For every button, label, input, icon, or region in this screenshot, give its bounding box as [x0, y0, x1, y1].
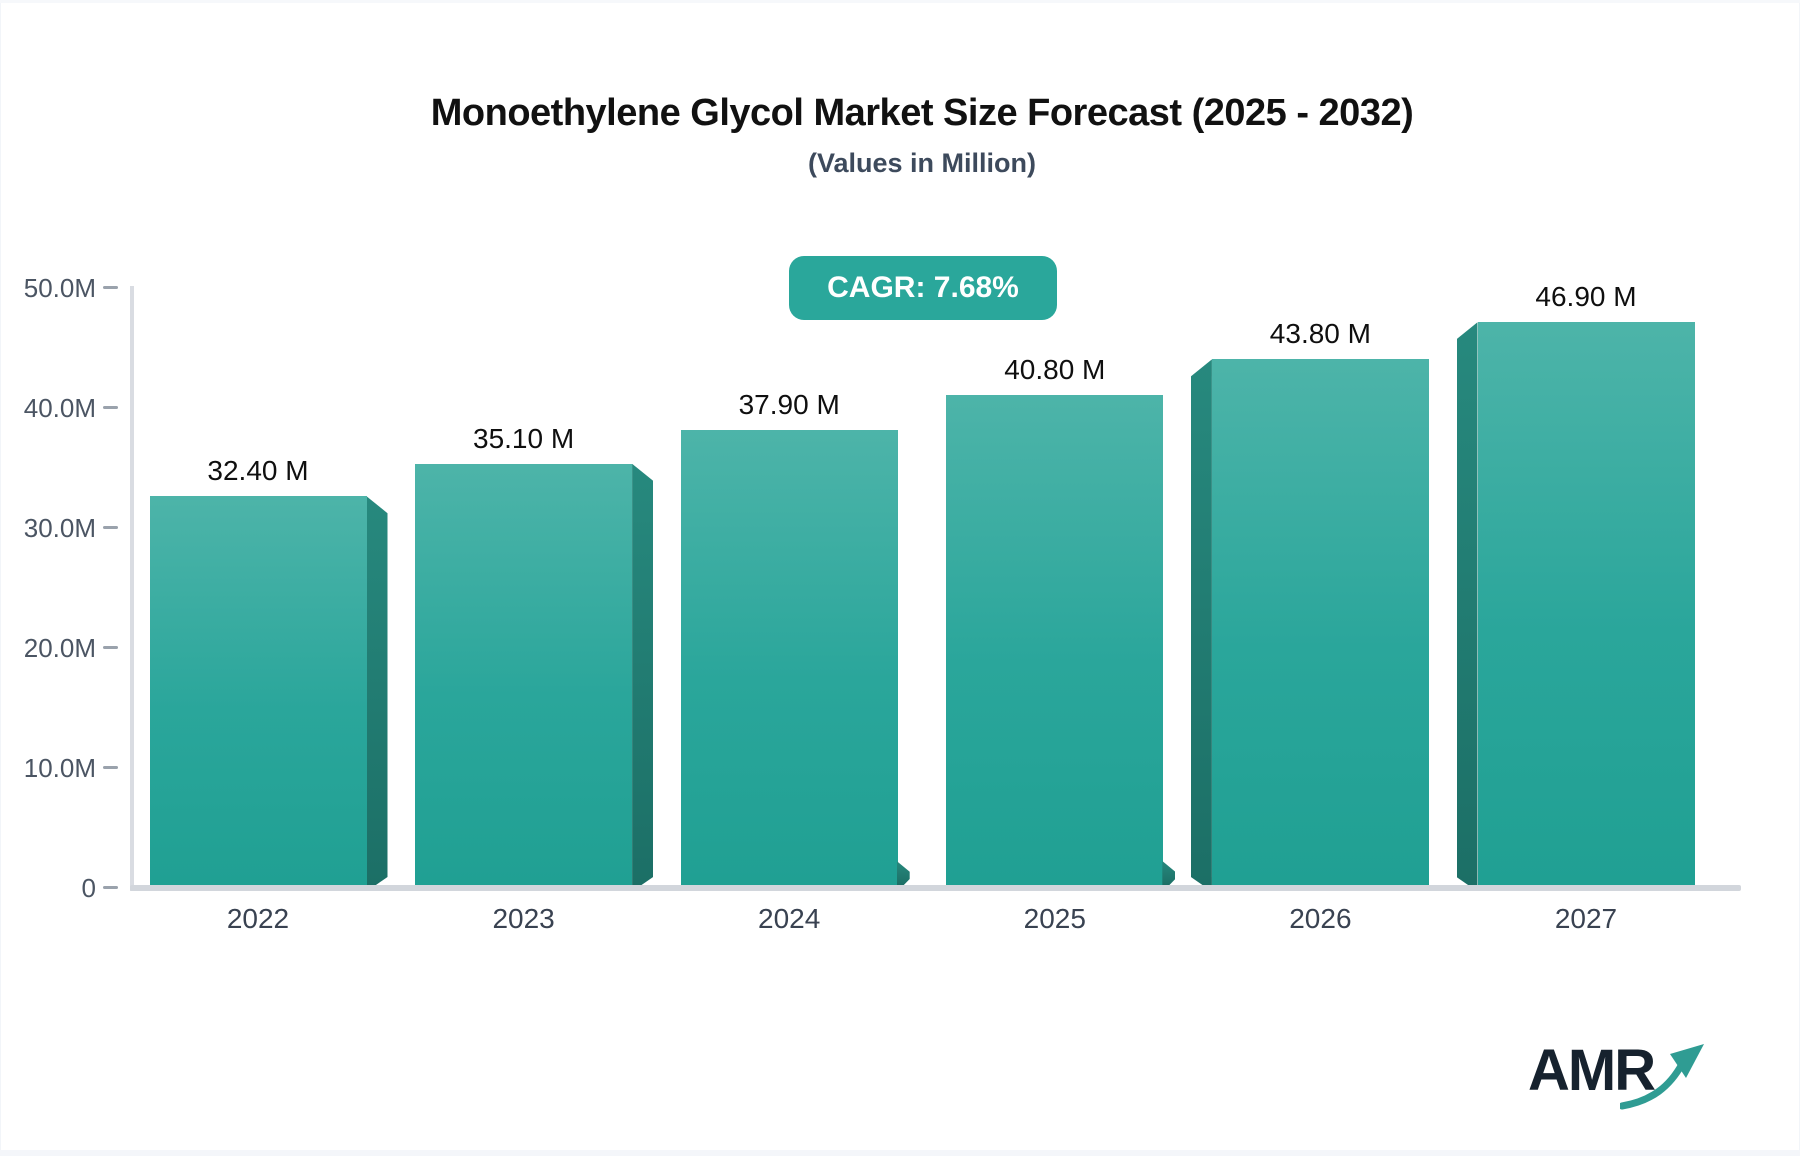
bottom-edge-band [0, 1150, 1800, 1156]
bar-2024 [680, 430, 898, 885]
y-tick-mark-40.0M [103, 406, 118, 409]
bar-corner-shade-2024 [897, 861, 910, 885]
y-tick-label-0: 0 [81, 873, 96, 903]
x-axis-label-2026: 2026 [1289, 903, 1352, 934]
y-tick-mark-10.0M [103, 766, 118, 769]
y-axis-line [130, 286, 134, 891]
bar-value-label-2024: 37.90 M [738, 389, 840, 421]
x-axis-label-2023: 2023 [492, 903, 555, 934]
y-tick-label-50.0M: 50.0M [23, 273, 96, 303]
amr-logo: AMR [1528, 1036, 1728, 1116]
bar-value-label-2027: 46.90 M [1535, 281, 1637, 313]
x-axis-baseline [130, 885, 1741, 891]
x-axis-label-2024: 2024 [758, 903, 821, 934]
bar-side-face-2022 [367, 496, 388, 885]
bar-2026 [1211, 359, 1429, 885]
amr-logo-text: AMR [1528, 1038, 1656, 1103]
logo-growth-arrow-icon [1620, 1044, 1704, 1110]
bar-2023 [415, 463, 633, 885]
y-tick-label-30.0M: 30.0M [23, 513, 96, 543]
chart-subtitle: (Values in Million) [807, 148, 1037, 178]
bar-side-face-2027 [1457, 322, 1478, 885]
y-tick-mark-20.0M [103, 646, 118, 649]
bar-2022 [149, 496, 367, 885]
y-tick-label-20.0M: 20.0M [23, 633, 96, 663]
bar-value-label-2025: 40.80 M [1004, 354, 1106, 386]
top-edge-band [0, 0, 1800, 3]
y-tick-mark-50.0M [103, 286, 118, 289]
bar-2025 [946, 395, 1164, 885]
cagr-badge: CAGR: 7.68% [789, 256, 1057, 320]
bar-value-label-2022: 32.40 M [207, 455, 309, 487]
bar-side-face-2026 [1191, 359, 1212, 885]
bar-2027 [1477, 322, 1695, 885]
y-tick-label-40.0M: 40.0M [23, 393, 96, 423]
y-tick-label-10.0M: 10.0M [23, 753, 96, 783]
bar-value-label-2026: 43.80 M [1269, 318, 1371, 350]
y-tick-mark-0 [103, 886, 118, 889]
bar-corner-shade-2025 [1162, 861, 1175, 885]
chart-title: Monoethylene Glycol Market Size Forecast… [430, 92, 1414, 134]
y-tick-mark-30.0M [103, 526, 118, 529]
bar-value-label-2023: 35.10 M [473, 422, 575, 454]
bar-side-face-2023 [632, 464, 653, 885]
x-axis-label-2025: 2025 [1023, 903, 1086, 934]
x-axis-label-2022: 2022 [226, 903, 290, 934]
x-axis-label-2027: 2027 [1554, 903, 1618, 934]
